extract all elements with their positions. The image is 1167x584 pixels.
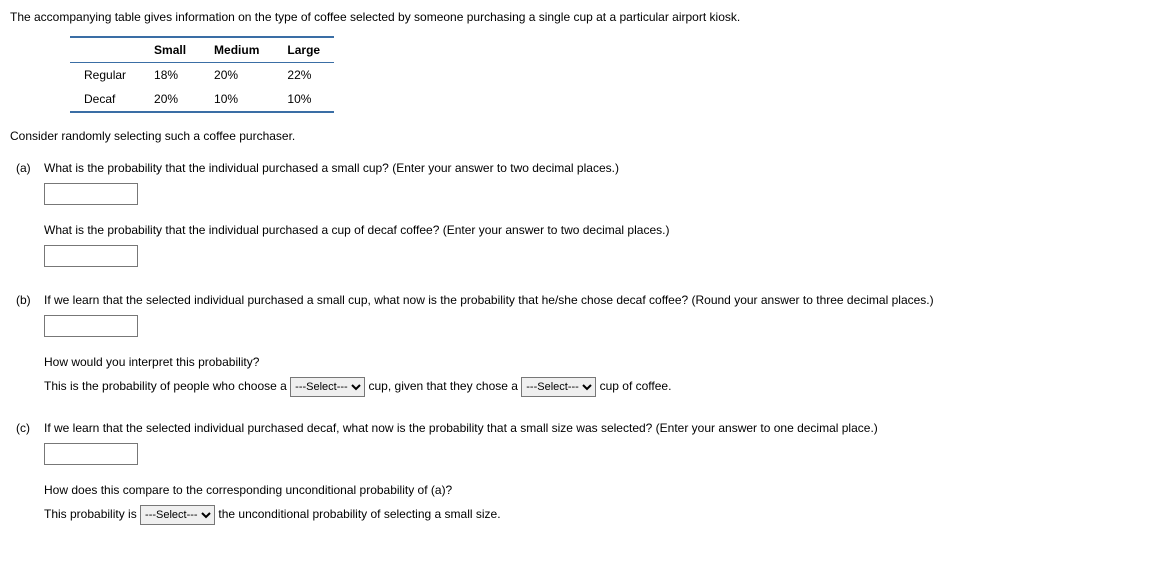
part-c-answer1-input[interactable] (44, 443, 138, 465)
part-a-label: (a) (10, 159, 44, 177)
part-c-sentence-pre: This probability is (44, 507, 140, 521)
cell: 20% (140, 87, 200, 112)
part-b-sentence-post: cup of coffee. (600, 379, 672, 393)
table-header-medium: Medium (200, 37, 273, 63)
part-c-q1: If we learn that the selected individual… (44, 419, 1157, 437)
part-b-sentence: This is the probability of people who ch… (44, 377, 1157, 397)
coffee-table: Small Medium Large Regular 18% 20% 22% D… (70, 36, 334, 113)
table-header-small: Small (140, 37, 200, 63)
part-b-label: (b) (10, 291, 44, 309)
table-header-blank (70, 37, 140, 63)
intro-text: The accompanying table gives information… (10, 8, 1157, 26)
part-a: (a) What is the probability that the ind… (10, 159, 1157, 283)
cell: 10% (200, 87, 273, 112)
part-a-q1: What is the probability that the individ… (44, 159, 1157, 177)
cell: 10% (273, 87, 334, 112)
row-label-decaf: Decaf (70, 87, 140, 112)
part-a-answer2-input[interactable] (44, 245, 138, 267)
part-a-answer1-input[interactable] (44, 183, 138, 205)
part-b-select-2[interactable]: ---Select--- (521, 377, 596, 397)
part-b: (b) If we learn that the selected indivi… (10, 291, 1157, 411)
table-row: Decaf 20% 10% 10% (70, 87, 334, 112)
part-c-sentence: This probability is ---Select--- the unc… (44, 505, 1157, 525)
part-b-sentence-pre: This is the probability of people who ch… (44, 379, 290, 393)
part-b-interpret-q: How would you interpret this probability… (44, 353, 1157, 371)
cell: 22% (273, 63, 334, 88)
part-c-label: (c) (10, 419, 44, 437)
part-b-answer1-input[interactable] (44, 315, 138, 337)
cell: 20% (200, 63, 273, 88)
part-c: (c) If we learn that the selected indivi… (10, 419, 1157, 539)
consider-text: Consider randomly selecting such a coffe… (10, 127, 1157, 145)
table-row: Regular 18% 20% 22% (70, 63, 334, 88)
part-c-select-1[interactable]: ---Select--- (140, 505, 215, 525)
part-c-compare-q: How does this compare to the correspondi… (44, 481, 1157, 499)
part-a-q2: What is the probability that the individ… (44, 221, 1157, 239)
part-b-select-1[interactable]: ---Select--- (290, 377, 365, 397)
part-b-sentence-mid: cup, given that they chose a (369, 379, 522, 393)
part-b-q1: If we learn that the selected individual… (44, 291, 1157, 309)
row-label-regular: Regular (70, 63, 140, 88)
cell: 18% (140, 63, 200, 88)
table-header-large: Large (273, 37, 334, 63)
part-c-sentence-post: the unconditional probability of selecti… (218, 507, 500, 521)
